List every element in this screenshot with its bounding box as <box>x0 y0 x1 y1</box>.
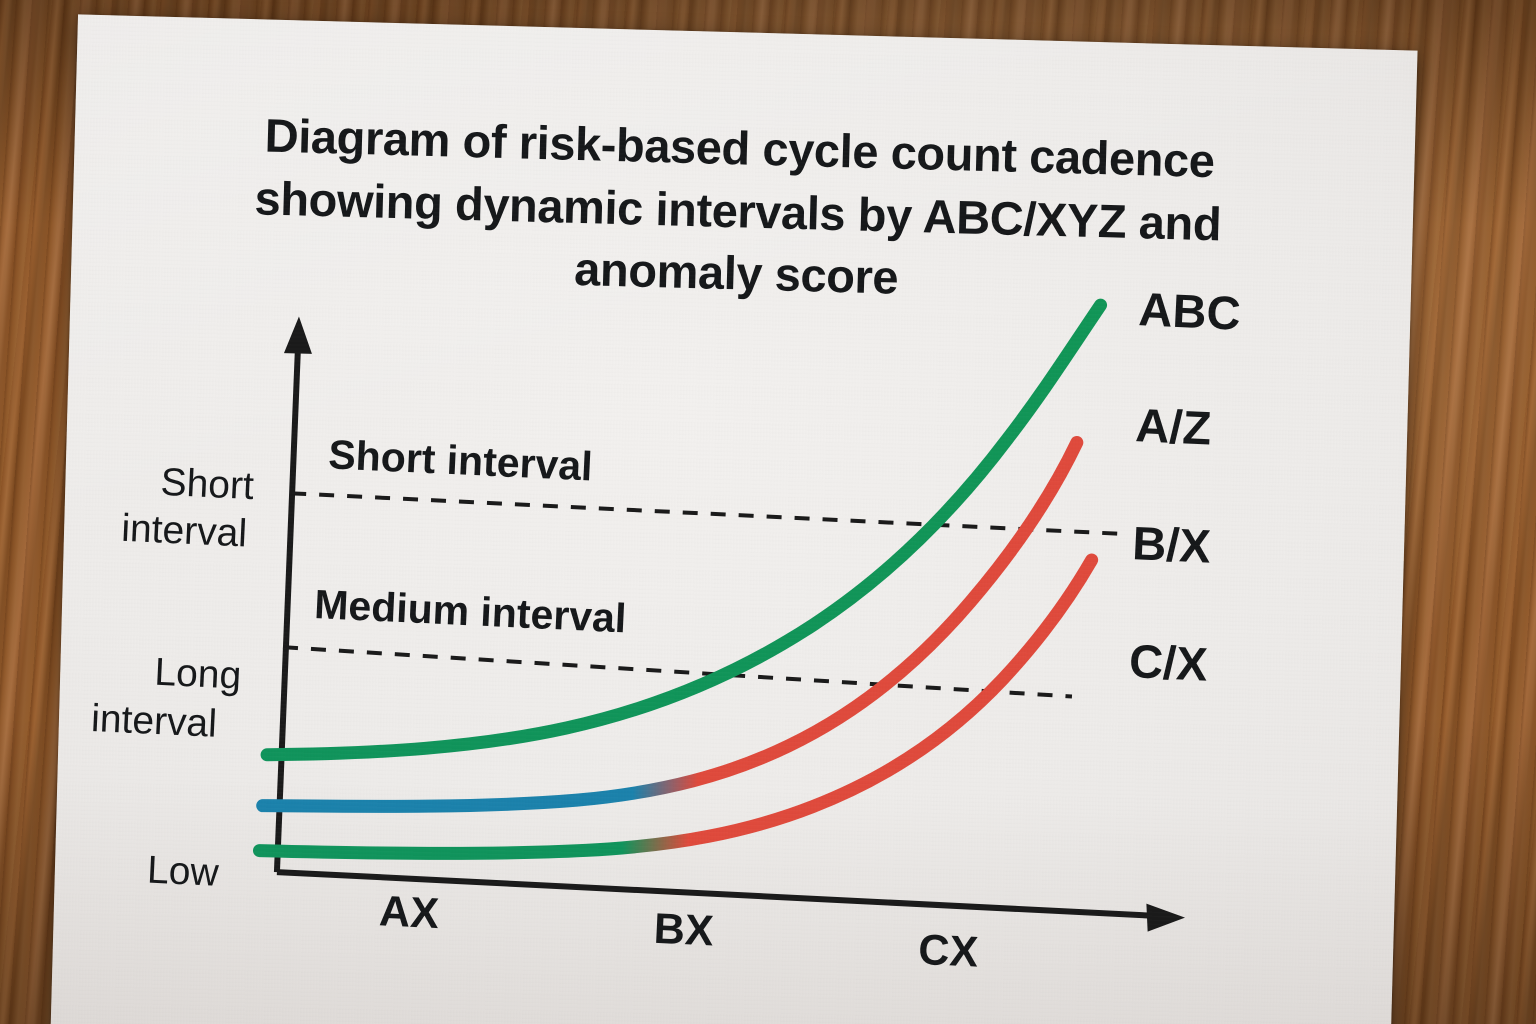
y-label-low: Low <box>146 849 220 895</box>
y-label-short-line1: Short <box>160 461 255 508</box>
series-label-bx: B/X <box>1131 516 1212 573</box>
series-label-cx: C/X <box>1128 634 1209 691</box>
y-label-short-line2: interval <box>120 507 248 556</box>
y-axis-arrowhead <box>283 316 312 354</box>
series-label-az: A/Z <box>1134 398 1212 454</box>
band-label-short-interval: Short interval <box>327 431 593 489</box>
x-axis <box>276 869 1157 919</box>
x-label-cx: CX <box>917 926 979 977</box>
diagram-content: Diagram of risk-based cycle count cadenc… <box>49 14 1418 1024</box>
y-axis-labels-group: Short interval Long interval Low <box>90 461 255 895</box>
x-label-bx: BX <box>653 905 715 956</box>
series-curve-abc <box>260 298 1108 762</box>
y-axis <box>273 335 302 873</box>
series-curve-bx <box>252 553 1099 860</box>
chart-svg: Short interval Medium interval Short int… <box>90 282 1242 977</box>
x-label-ax: AX <box>378 887 440 938</box>
x-axis-labels-group: AX BX CX <box>378 887 979 977</box>
x-axis-arrowhead <box>1146 903 1186 932</box>
short-medium-threshold-line <box>291 491 1118 536</box>
series-curves-group <box>252 298 1108 860</box>
y-label-long-line1: Long <box>154 651 243 698</box>
series-legend-group: ABC A/Z B/X C/X <box>1128 282 1242 691</box>
threshold-lines-group <box>282 491 1118 699</box>
medium-long-threshold-line <box>282 645 1073 699</box>
series-curve-az <box>256 436 1084 813</box>
printed-paper-sheet: Diagram of risk-based cycle count cadenc… <box>48 14 1418 1024</box>
y-label-long-line2: interval <box>90 697 218 746</box>
band-label-medium-interval: Medium interval <box>313 581 627 641</box>
axes-group <box>273 316 1186 932</box>
series-label-abc: ABC <box>1138 282 1242 340</box>
